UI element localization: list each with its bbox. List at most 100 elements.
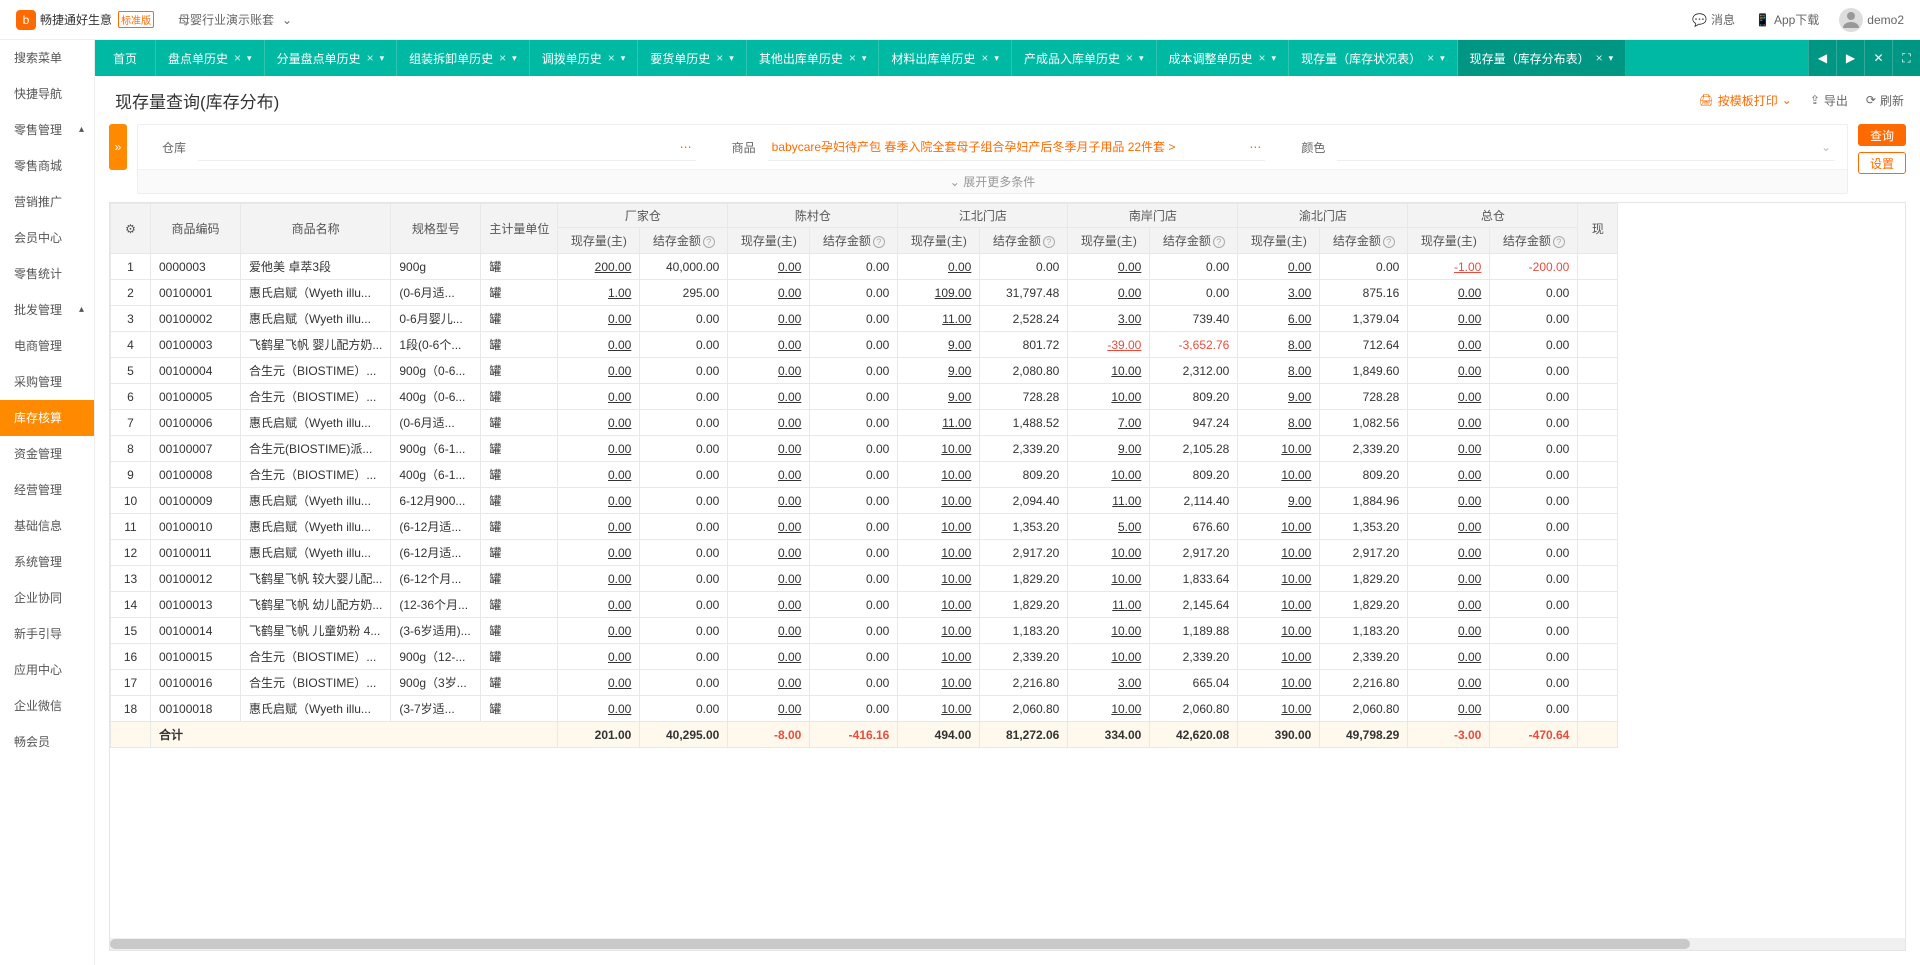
tab-item[interactable]: 材料出库单历史×▾ — [879, 40, 1012, 76]
cell-qty[interactable]: 6.00 — [1238, 306, 1320, 332]
cell-qty[interactable]: 0.00 — [558, 332, 640, 358]
sidebar-item[interactable]: 营销推广 — [0, 184, 94, 220]
cell-qty[interactable]: 9.00 — [1068, 436, 1150, 462]
close-icon[interactable]: × — [1427, 51, 1434, 65]
cell-qty[interactable]: 0.00 — [728, 644, 810, 670]
cell-qty[interactable]: 0.00 — [728, 280, 810, 306]
cell-qty[interactable]: 0.00 — [728, 592, 810, 618]
tab-item[interactable]: 盘点单历史×▾ — [156, 40, 265, 76]
cell-qty[interactable]: 9.00 — [898, 384, 980, 410]
qty-header[interactable]: 现存量(主) — [1068, 228, 1150, 254]
cell-qty[interactable]: 0.00 — [1408, 384, 1490, 410]
table-row[interactable]: 400100003飞鹤星飞帆 婴儿配方奶...1段(0-6个...罐0.000.… — [111, 332, 1618, 358]
close-icon[interactable]: × — [1259, 51, 1266, 65]
cell-qty[interactable]: 9.00 — [1238, 488, 1320, 514]
column-header[interactable]: 商品名称 — [241, 204, 391, 254]
cell-qty[interactable]: 8.00 — [1238, 410, 1320, 436]
query-button[interactable]: 查询 — [1858, 124, 1906, 146]
cell-qty[interactable]: 3.00 — [1238, 280, 1320, 306]
cell-qty[interactable]: 0.00 — [1068, 254, 1150, 280]
cell-qty[interactable]: 0.00 — [728, 488, 810, 514]
product-input[interactable]: babycare孕妇待产包 春季入院全套母子组合孕妇产后冬季月子用品 22件套 … — [768, 133, 1266, 161]
cell-qty[interactable]: 0.00 — [728, 254, 810, 280]
cell-qty[interactable]: 0.00 — [1408, 358, 1490, 384]
settings-button[interactable]: 设置 — [1858, 152, 1906, 174]
cell-qty[interactable]: 10.00 — [1238, 670, 1320, 696]
sidebar-item[interactable]: 企业微信 — [0, 688, 94, 724]
cell-qty[interactable]: 0.00 — [558, 306, 640, 332]
sidebar-item[interactable]: 零售统计 — [0, 256, 94, 292]
cell-qty[interactable]: 10.00 — [1068, 566, 1150, 592]
help-icon[interactable]: ? — [1213, 236, 1225, 248]
cell-qty[interactable]: 0.00 — [1408, 566, 1490, 592]
column-header[interactable]: 主计量单位 — [481, 204, 558, 254]
cell-qty[interactable]: 200.00 — [558, 254, 640, 280]
export-button[interactable]: ⇪ 导出 — [1810, 92, 1848, 109]
collapse-filter-button[interactable]: » — [109, 124, 127, 170]
cell-qty[interactable]: 10.00 — [1238, 436, 1320, 462]
cell-qty[interactable]: 0.00 — [728, 332, 810, 358]
sidebar-item[interactable]: 应用中心 — [0, 652, 94, 688]
sidebar-item[interactable]: 企业协同 — [0, 580, 94, 616]
horizontal-scrollbar[interactable] — [110, 938, 1905, 950]
cell-qty[interactable]: 0.00 — [558, 566, 640, 592]
close-icon[interactable]: × — [499, 51, 506, 65]
cell-qty[interactable]: 0.00 — [1408, 514, 1490, 540]
cell-qty[interactable]: 0.00 — [1408, 592, 1490, 618]
close-icon[interactable]: × — [716, 51, 723, 65]
cell-qty[interactable]: 10.00 — [898, 488, 980, 514]
cell-qty[interactable]: 0.00 — [728, 540, 810, 566]
print-template-button[interactable]: 🖨 按模板打印 ⌄ — [1699, 92, 1792, 109]
cell-qty[interactable]: 10.00 — [1238, 540, 1320, 566]
qty-header[interactable]: 现存量(主) — [728, 228, 810, 254]
table-row[interactable]: 1400100013飞鹤星飞帆 幼儿配方奶...(12-36个月...罐0.00… — [111, 592, 1618, 618]
table-row[interactable]: 500100004合生元（BIOSTIME）...900g（0-6...罐0.0… — [111, 358, 1618, 384]
amt-header[interactable]: 结存金额? — [1150, 228, 1238, 254]
help-icon[interactable]: ? — [1553, 236, 1565, 248]
cell-qty[interactable]: 0.00 — [558, 644, 640, 670]
table-row[interactable]: 300100002惠氏启赋（Wyeth illu...0-6月婴儿...罐0.0… — [111, 306, 1618, 332]
cell-qty[interactable]: 0.00 — [1408, 410, 1490, 436]
table-row[interactable]: 1000100009惠氏启赋（Wyeth illu...6-12月900...罐… — [111, 488, 1618, 514]
cell-qty[interactable]: 10.00 — [1238, 618, 1320, 644]
cell-qty[interactable]: 10.00 — [1068, 644, 1150, 670]
app-download-link[interactable]: 📱 App下载 — [1755, 11, 1819, 28]
sidebar-item[interactable]: 经营管理 — [0, 472, 94, 508]
tab-item[interactable]: 分量盘点单历史×▾ — [265, 40, 398, 76]
tab-item[interactable]: 组装拆卸单历史×▾ — [397, 40, 530, 76]
amt-header[interactable]: 结存金额? — [640, 228, 728, 254]
cell-qty[interactable]: 10.00 — [898, 670, 980, 696]
cell-qty[interactable]: 0.00 — [1408, 670, 1490, 696]
table-row[interactable]: 1800100018惠氏启赋（Wyeth illu...(3-7岁适...罐0.… — [111, 696, 1618, 722]
cell-qty[interactable]: 0.00 — [728, 566, 810, 592]
tab-home[interactable]: 首页 — [95, 40, 156, 76]
table-row[interactable]: 10000003爱他美 卓萃3段900g罐200.0040,000.000.00… — [111, 254, 1618, 280]
cell-qty[interactable]: 0.00 — [558, 592, 640, 618]
cell-qty[interactable]: 0.00 — [728, 670, 810, 696]
table-row[interactable]: 700100006惠氏启赋（Wyeth illu...(0-6月适...罐0.0… — [111, 410, 1618, 436]
account-dropdown[interactable]: 母婴行业演示账套 ⌄ — [178, 11, 292, 28]
cell-qty[interactable]: 10.00 — [898, 566, 980, 592]
amt-header[interactable]: 结存金额? — [810, 228, 898, 254]
qty-header[interactable]: 现存量(主) — [558, 228, 640, 254]
close-icon[interactable]: × — [367, 51, 374, 65]
table-row[interactable]: 900100008合生元（BIOSTIME）...400g（6-1...罐0.0… — [111, 462, 1618, 488]
cell-qty[interactable]: 0.00 — [558, 618, 640, 644]
help-icon[interactable]: ? — [1043, 236, 1055, 248]
close-icon[interactable]: × — [981, 51, 988, 65]
cell-qty[interactable]: 10.00 — [1068, 618, 1150, 644]
cell-qty[interactable]: 0.00 — [1408, 488, 1490, 514]
cell-qty[interactable]: 0.00 — [1238, 254, 1320, 280]
cell-qty[interactable]: -39.00 — [1068, 332, 1150, 358]
sidebar-search[interactable]: 搜索菜单 — [0, 40, 94, 76]
close-icon[interactable]: × — [1126, 51, 1133, 65]
sidebar-item[interactable]: 会员中心 — [0, 220, 94, 256]
cell-qty[interactable]: 0.00 — [728, 358, 810, 384]
cell-qty[interactable]: 7.00 — [1068, 410, 1150, 436]
cell-qty[interactable]: 0.00 — [728, 618, 810, 644]
cell-qty[interactable]: 0.00 — [558, 410, 640, 436]
amt-header[interactable]: 结存金额? — [980, 228, 1068, 254]
cell-qty[interactable]: 0.00 — [558, 696, 640, 722]
cell-qty[interactable]: 10.00 — [1238, 566, 1320, 592]
sidebar-item[interactable]: 畅会员 — [0, 724, 94, 760]
